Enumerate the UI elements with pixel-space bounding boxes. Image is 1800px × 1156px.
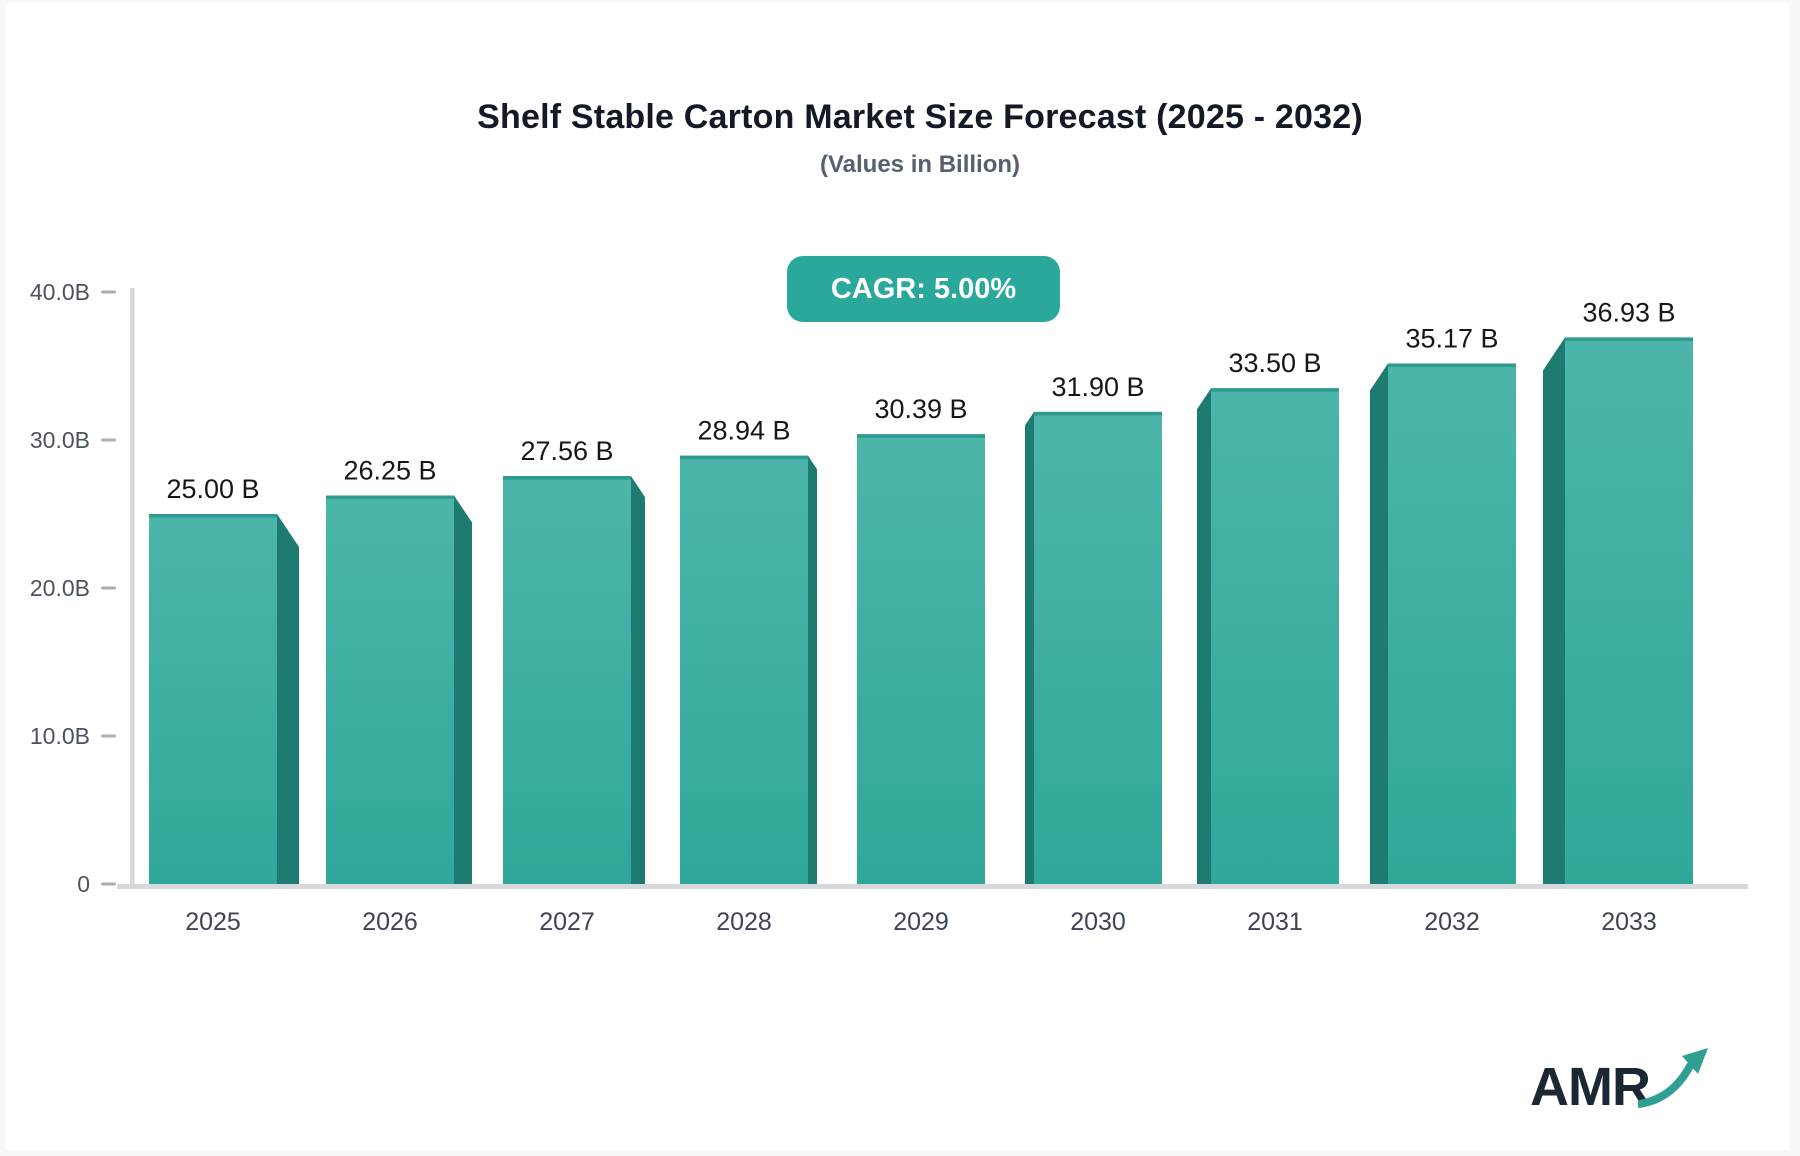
y-axis-label: 10.0B	[30, 723, 90, 749]
bar-value-label: 31.90 B	[1051, 372, 1144, 402]
bar-side-2032	[1370, 363, 1388, 884]
x-axis-label: 2031	[1247, 908, 1303, 936]
amr-logo: AMR	[1530, 1046, 1712, 1114]
bar-side-2027	[631, 476, 645, 884]
bar-top-edge-2029	[857, 434, 985, 438]
bar-2026	[326, 495, 454, 884]
x-axis-label: 2026	[362, 908, 418, 936]
bar-value-label: 30.39 B	[874, 394, 967, 424]
bar-value-label: 35.17 B	[1405, 323, 1498, 353]
bar-side-2028	[808, 455, 817, 884]
bar-side-2025	[277, 514, 299, 884]
growth-arrow-icon	[1638, 1048, 1708, 1108]
chart-header: Shelf Stable Carton Market Size Forecast…	[0, 0, 1800, 179]
amr-logo-text: AMR	[1530, 1057, 1651, 1117]
bar-side-2030	[1025, 411, 1034, 884]
bar-value-label: 36.93 B	[1582, 297, 1675, 327]
bar-2032	[1388, 363, 1516, 884]
bar-2027	[503, 476, 631, 884]
x-axis-line	[117, 884, 1748, 889]
y-axis-label: 40.0B	[30, 279, 90, 305]
bar-top-edge-2030	[1034, 411, 1162, 416]
bar-top-edge-2032	[1388, 363, 1516, 367]
y-axis-label: 20.0B	[30, 575, 90, 601]
y-axis-tick	[101, 586, 116, 590]
chart-subtitle: (Values in Billion)	[819, 151, 1021, 178]
bar-side-2031	[1197, 388, 1211, 884]
bar-value-label: 26.25 B	[343, 456, 436, 486]
bar-value-label: 25.00 B	[166, 474, 259, 504]
bar-top-edge-2026	[326, 495, 454, 499]
cagr-badge: CAGR: 5.00%	[787, 256, 1060, 322]
bar-top-edge-2031	[1211, 388, 1339, 392]
x-axis-label: 2030	[1070, 908, 1126, 936]
x-axis-label: 2032	[1424, 908, 1480, 936]
bar-2028	[680, 455, 808, 884]
bar-top-edge-2027	[503, 476, 631, 480]
y-axis-tick	[101, 438, 116, 442]
y-axis-tick	[101, 734, 116, 738]
bar-2030	[1034, 411, 1162, 884]
x-axis-label: 2033	[1601, 908, 1657, 936]
x-axis-label: 2027	[539, 908, 595, 936]
bar-value-label: 28.94 B	[697, 416, 790, 446]
x-axis-label: 2029	[893, 908, 949, 936]
bar-top-edge-2028	[680, 455, 808, 460]
y-axis-tick	[101, 290, 116, 294]
bar-2031	[1211, 388, 1339, 884]
x-axis-label: 2025	[185, 908, 241, 936]
y-axis-tick	[101, 882, 116, 886]
bar-top-edge-2033	[1565, 337, 1693, 341]
bar-2025	[149, 514, 277, 884]
y-axis-label: 30.0B	[30, 427, 90, 453]
bar-2029	[857, 434, 985, 884]
bar-2033	[1565, 337, 1693, 884]
bar-top-edge-2025	[149, 514, 277, 518]
y-axis-label: 0	[77, 871, 90, 897]
chart-title: Shelf Stable Carton Market Size Forecast…	[477, 98, 1363, 136]
bar-value-label: 27.56 B	[520, 436, 613, 466]
bar-side-2026	[454, 495, 472, 884]
bar-value-label: 33.50 B	[1228, 348, 1321, 378]
bar-side-2033	[1543, 337, 1565, 884]
y-axis-line	[130, 288, 135, 886]
x-axis-label: 2028	[716, 908, 772, 936]
